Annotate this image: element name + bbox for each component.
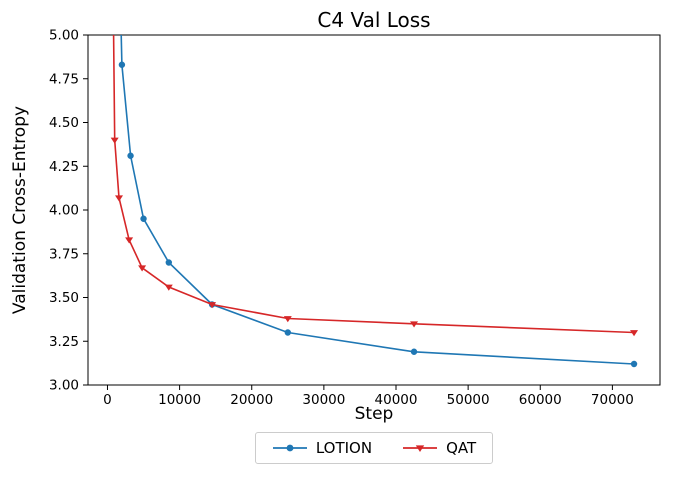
svg-text:30000: 30000 <box>302 392 345 408</box>
svg-text:3.50: 3.50 <box>49 290 79 306</box>
svg-text:70000: 70000 <box>591 392 634 408</box>
svg-text:20000: 20000 <box>230 392 273 408</box>
legend-label-lotion: LOTION <box>315 439 373 457</box>
lotion-line-swatch <box>272 444 307 452</box>
svg-text:3.75: 3.75 <box>49 246 79 262</box>
svg-text:40000: 40000 <box>375 392 418 408</box>
legend-item-qat: QAT <box>402 439 476 457</box>
legend-label-qat: QAT <box>446 439 477 457</box>
svg-text:4.00: 4.00 <box>49 203 79 219</box>
svg-text:60000: 60000 <box>519 392 562 408</box>
svg-text:4.75: 4.75 <box>49 71 79 87</box>
qat-line-swatch <box>403 445 438 452</box>
chart-title: C4 Val Loss <box>317 8 431 32</box>
svg-text:0: 0 <box>103 392 112 408</box>
svg-text:5.00: 5.00 <box>49 28 79 44</box>
legend-wrap: LOTION QAT <box>88 432 660 464</box>
x-axis-label: Step <box>354 404 394 424</box>
svg-text:4.25: 4.25 <box>49 159 79 175</box>
svg-text:50000: 50000 <box>447 392 490 408</box>
svg-text:3.00: 3.00 <box>49 378 79 394</box>
svg-text:4.50: 4.50 <box>49 115 79 131</box>
legend: LOTION QAT <box>254 432 494 464</box>
legend-item-lotion: LOTION <box>272 439 372 457</box>
svg-text:10000: 10000 <box>158 392 201 408</box>
svg-text:3.25: 3.25 <box>49 334 79 350</box>
